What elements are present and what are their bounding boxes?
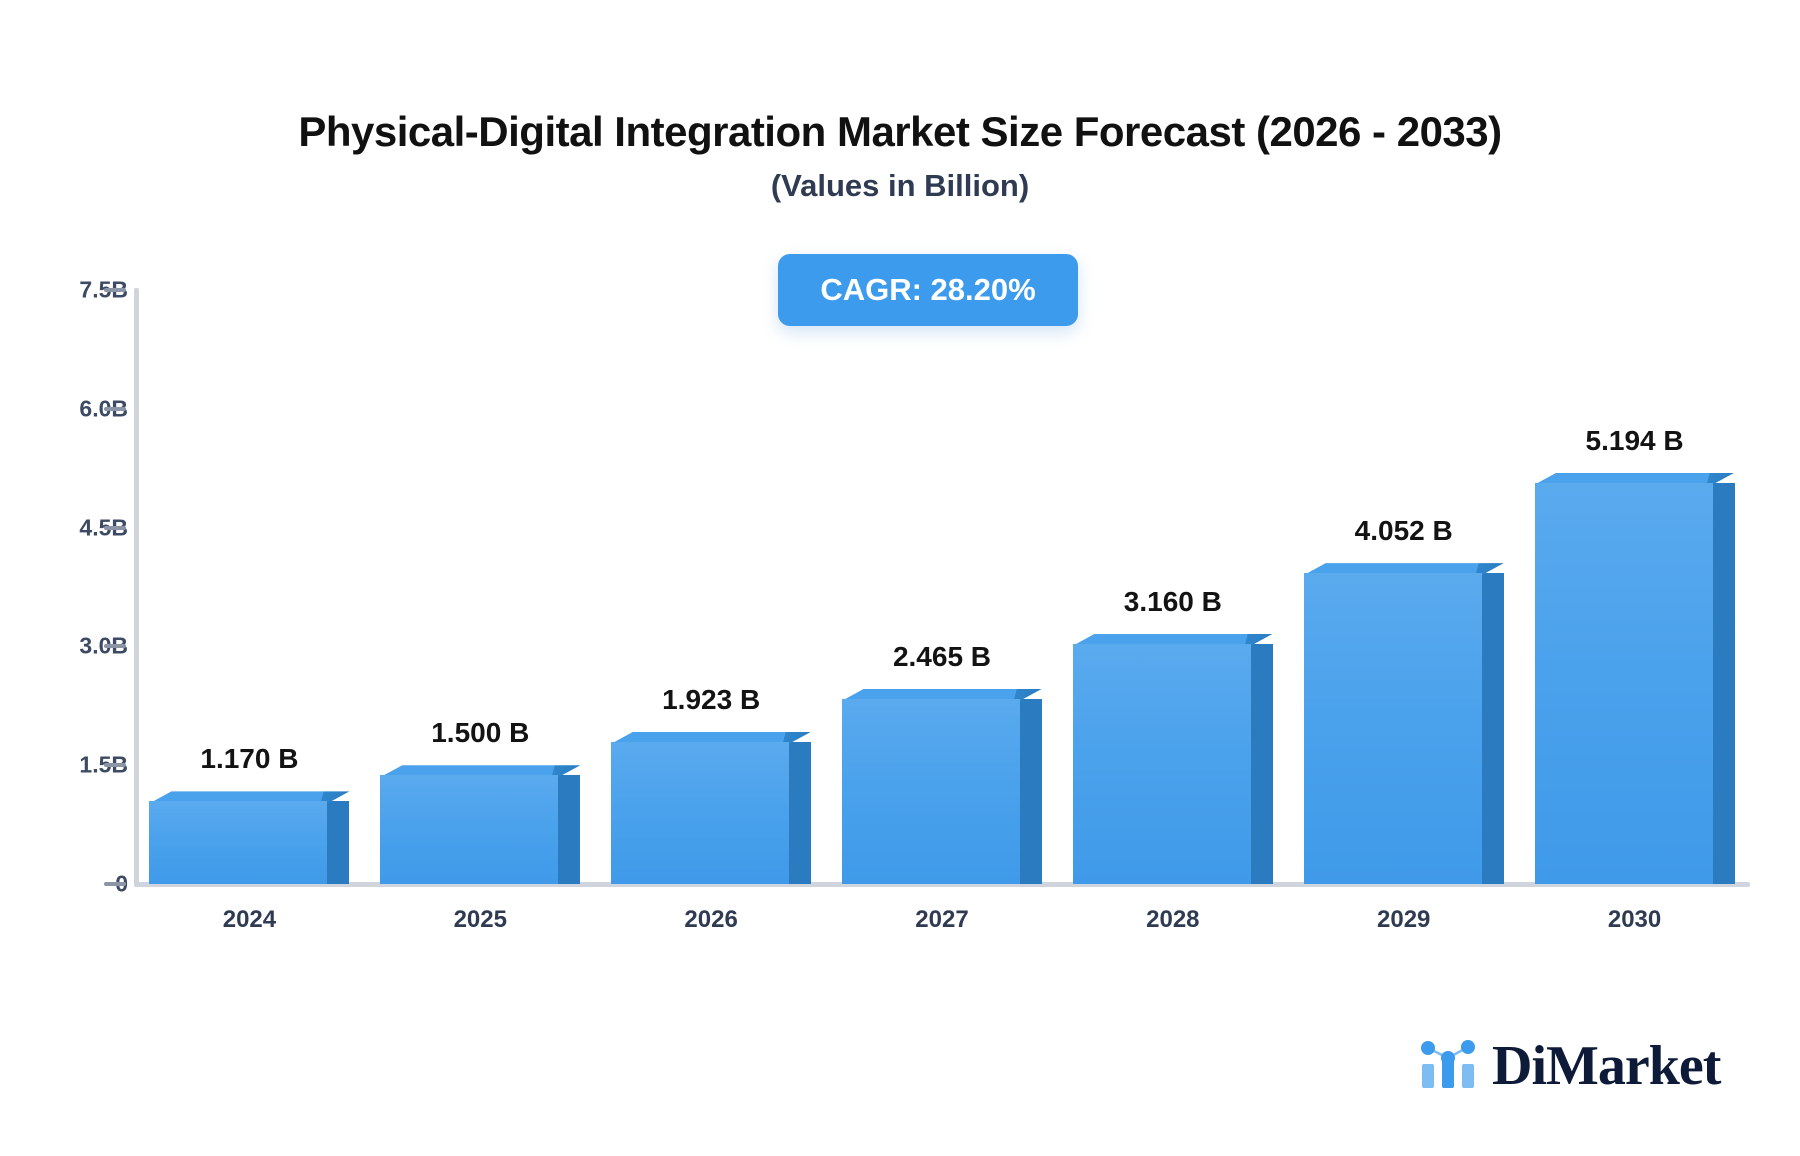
bar-front-face [1072, 643, 1251, 884]
bar-side-face [1481, 573, 1504, 884]
bar-top-face [1534, 472, 1735, 485]
bar-value-label: 1.170 B [200, 743, 299, 775]
bar-side-face [558, 775, 581, 884]
bar[interactable] [380, 765, 581, 884]
y-axis-tick-mark [104, 882, 126, 886]
bar[interactable] [1072, 633, 1273, 884]
x-axis-tick-label: 2027 [915, 906, 969, 933]
bar-top-face [149, 791, 350, 804]
bar-front-face [1303, 573, 1482, 884]
bar[interactable] [611, 731, 812, 884]
bar-front-face [611, 741, 790, 884]
bar-front-face [842, 698, 1020, 884]
bar-side-face [327, 801, 350, 884]
bar-side-face [789, 741, 812, 884]
y-axis-tick-mark [104, 763, 126, 768]
bar-value-label: 1.500 B [431, 717, 530, 749]
x-axis-tick-label: 2026 [684, 906, 738, 933]
x-axis-line [134, 882, 1750, 887]
x-axis-tick-label: 2025 [453, 906, 507, 933]
x-axis-tick-label: 2029 [1377, 906, 1431, 933]
x-axis-tick-label: 2030 [1607, 906, 1662, 933]
y-axis-tick-mark [104, 288, 126, 292]
bar-value-label: 4.052 B [1354, 515, 1453, 547]
bar-value-label: 5.194 B [1585, 424, 1684, 456]
bar-side-face [1712, 482, 1735, 884]
x-axis-tick-label: 2028 [1146, 906, 1200, 933]
bar[interactable] [1534, 472, 1735, 884]
bar-top-face [842, 688, 1042, 701]
bar-chart-dots-icon [1418, 1036, 1478, 1095]
y-axis-tick-mark [104, 406, 126, 411]
bar-top-face [380, 765, 581, 778]
bar-top-face [1303, 563, 1504, 576]
bar[interactable] [1303, 563, 1504, 884]
bar[interactable] [842, 688, 1042, 884]
y-axis-tick-mark [104, 644, 126, 649]
bar-value-label: 1.923 B [662, 683, 761, 715]
bar-side-face [1020, 698, 1042, 884]
brand-logo: DiMarket [1418, 1034, 1721, 1097]
page-title: Physical-Digital Integration Market Size… [298, 108, 1502, 155]
brand-logo-text: DiMarket [1492, 1034, 1721, 1097]
y-axis-line [134, 288, 139, 886]
bar-front-face [380, 775, 559, 884]
y-axis-tick-mark [104, 525, 126, 530]
chart-subtitle: (Values in Billion) [770, 168, 1030, 203]
bar-value-label: 3.160 B [1123, 585, 1222, 617]
bar-top-face [611, 731, 812, 744]
bar-side-face [1250, 643, 1273, 884]
bar[interactable] [149, 791, 350, 884]
bar-top-face [1072, 633, 1273, 646]
bar-front-face [1534, 482, 1713, 884]
cagr-badge: CAGR: 28.20% [778, 254, 1078, 326]
bar-front-face [149, 801, 328, 884]
cagr-badge-label: CAGR: 28.20% [820, 272, 1036, 307]
x-axis-tick-label: 2024 [222, 906, 277, 933]
bar-value-label: 2.465 B [892, 640, 992, 672]
